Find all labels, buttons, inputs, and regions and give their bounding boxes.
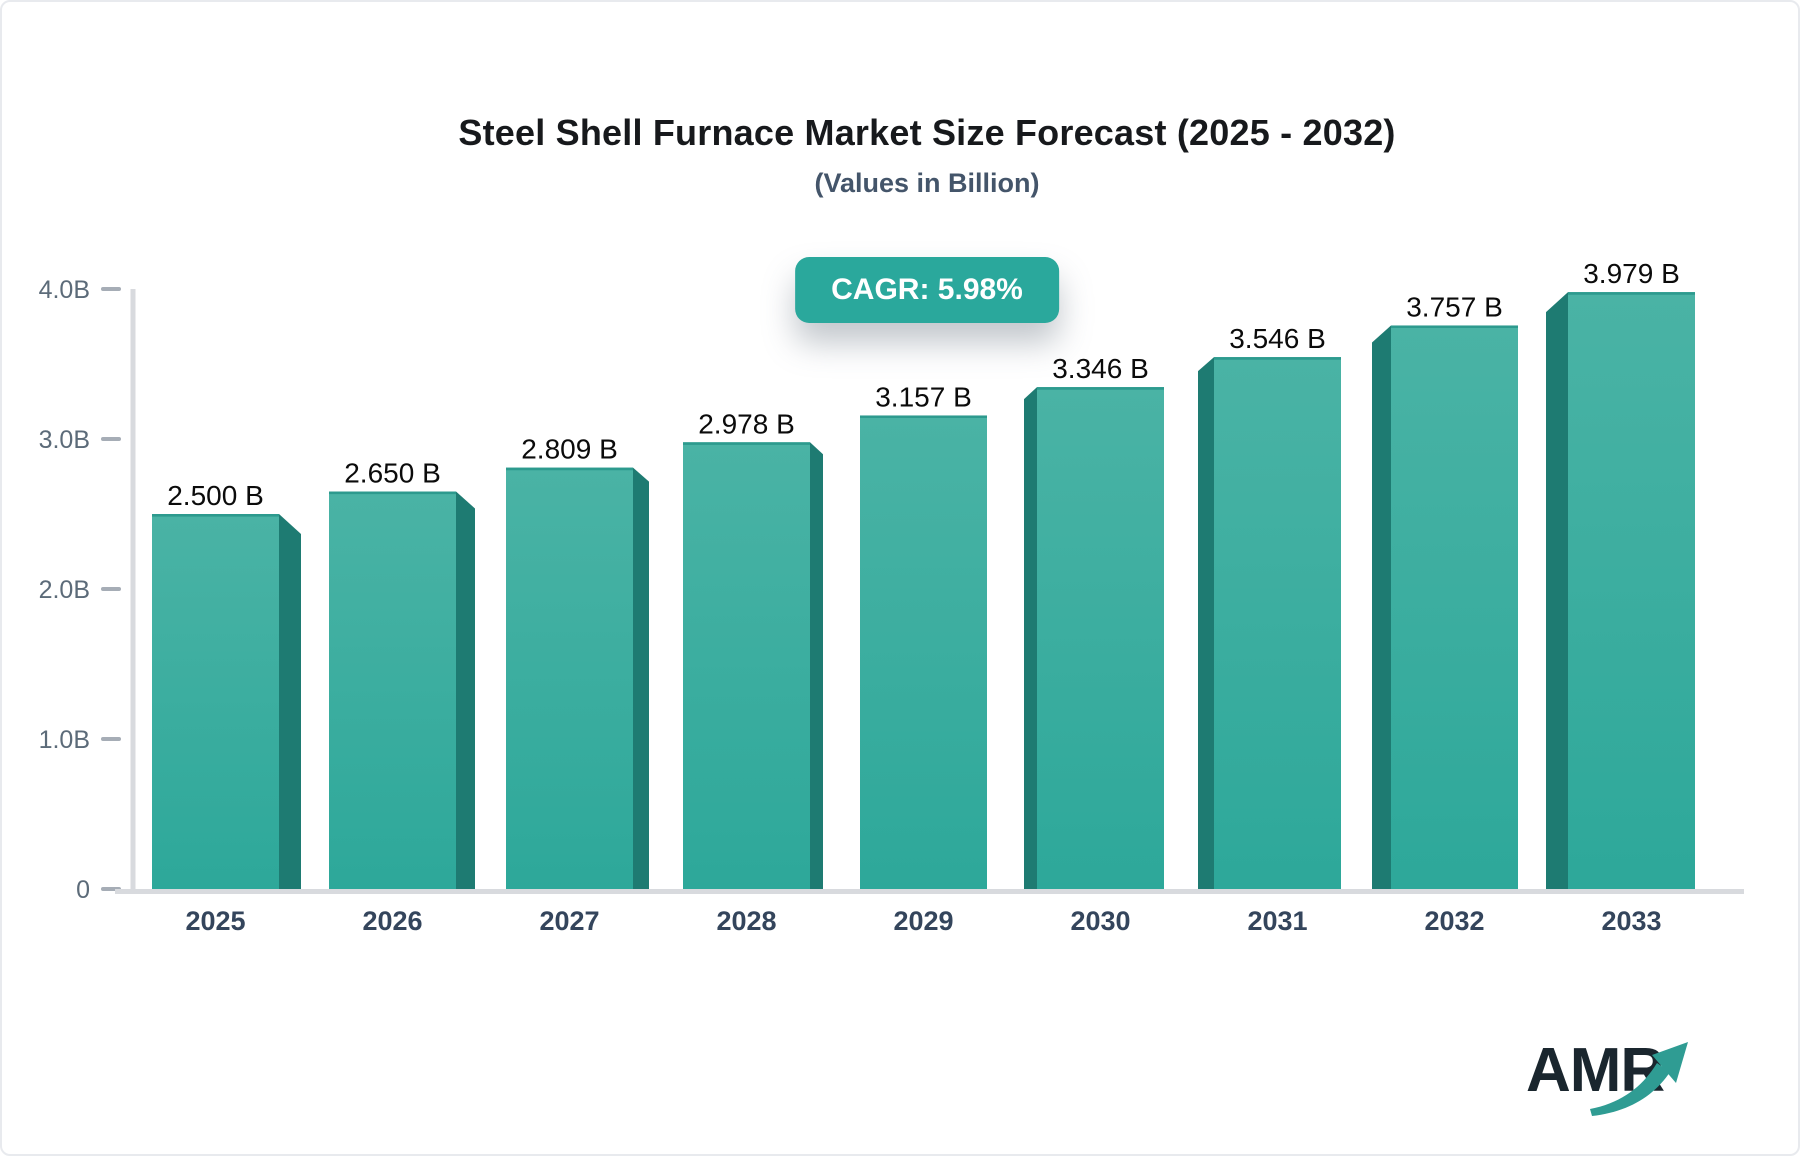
x-axis-label: 2033 — [1601, 906, 1661, 936]
bar-face — [683, 442, 810, 889]
amr-logo: AMR — [1526, 1034, 1726, 1134]
x-axis-label: 2026 — [362, 906, 422, 936]
bar-2028: 2.978 B 2028 — [683, 408, 823, 936]
bar-side-face — [810, 442, 823, 889]
y-axis-label: 1.0B — [39, 726, 90, 754]
bar-face — [329, 491, 456, 889]
bar-side-face — [1198, 357, 1214, 890]
bar-side-face — [1024, 387, 1037, 889]
bar-side-face — [633, 467, 649, 889]
x-axis-label: 2027 — [539, 906, 599, 936]
bar-value-label: 2.500 B — [167, 480, 264, 511]
bar-2033: 3.979 B 2033 — [1546, 258, 1695, 936]
bar-value-label: 2.650 B — [344, 458, 441, 489]
y-axis-label: 2.0B — [39, 576, 90, 604]
bar-value-label: 3.346 B — [1052, 353, 1149, 384]
bar-2029: 3.157 B 2029 — [860, 381, 987, 936]
chart-subtitle: (Values in Billion) — [814, 168, 1040, 198]
chart-title: Steel Shell Furnace Market Size Forecast… — [458, 112, 1396, 153]
bar-face — [506, 467, 633, 889]
x-axis-label: 2025 — [185, 906, 245, 936]
bar-face — [1214, 357, 1341, 890]
y-axis-label: 0 — [76, 876, 90, 904]
bar-value-label: 3.157 B — [875, 381, 972, 412]
x-axis-label: 2032 — [1424, 906, 1484, 936]
x-axis-label: 2029 — [893, 906, 953, 936]
y-axis-label: 4.0B — [39, 276, 90, 304]
cagr-badge: CAGR: 5.98% — [795, 257, 1059, 323]
bar-value-label: 2.978 B — [698, 408, 795, 439]
bar-2030: 3.346 B 2030 — [1024, 353, 1164, 936]
bar-value-label: 3.546 B — [1229, 323, 1326, 354]
bar-face — [1568, 292, 1695, 889]
x-axis-label: 2031 — [1247, 906, 1307, 936]
bar-value-label: 2.809 B — [521, 434, 618, 465]
bar-2031: 3.546 B 2031 — [1198, 323, 1341, 936]
bar-face — [860, 415, 987, 889]
x-axis-label: 2030 — [1070, 906, 1130, 936]
bar-2027: 2.809 B 2027 — [506, 434, 649, 936]
bar-face — [1391, 325, 1518, 889]
bar-face — [152, 514, 279, 889]
bar-side-face — [1372, 325, 1391, 889]
y-axis-label: 3.0B — [39, 426, 90, 454]
growth-arrow-icon — [1590, 1042, 1688, 1116]
bar-value-label: 3.979 B — [1583, 258, 1680, 289]
bar-value-label: 3.757 B — [1406, 291, 1503, 322]
bar-side-face — [456, 491, 475, 889]
bar-side-face — [279, 514, 301, 889]
bar-side-face — [1546, 292, 1568, 889]
x-axis-label: 2028 — [716, 906, 776, 936]
bar-2032: 3.757 B 2032 — [1372, 291, 1518, 936]
bar-face — [1037, 387, 1164, 889]
bar-2026: 2.650 B 2026 — [329, 458, 475, 936]
bar-2025: 2.500 B 2025 — [152, 480, 301, 936]
